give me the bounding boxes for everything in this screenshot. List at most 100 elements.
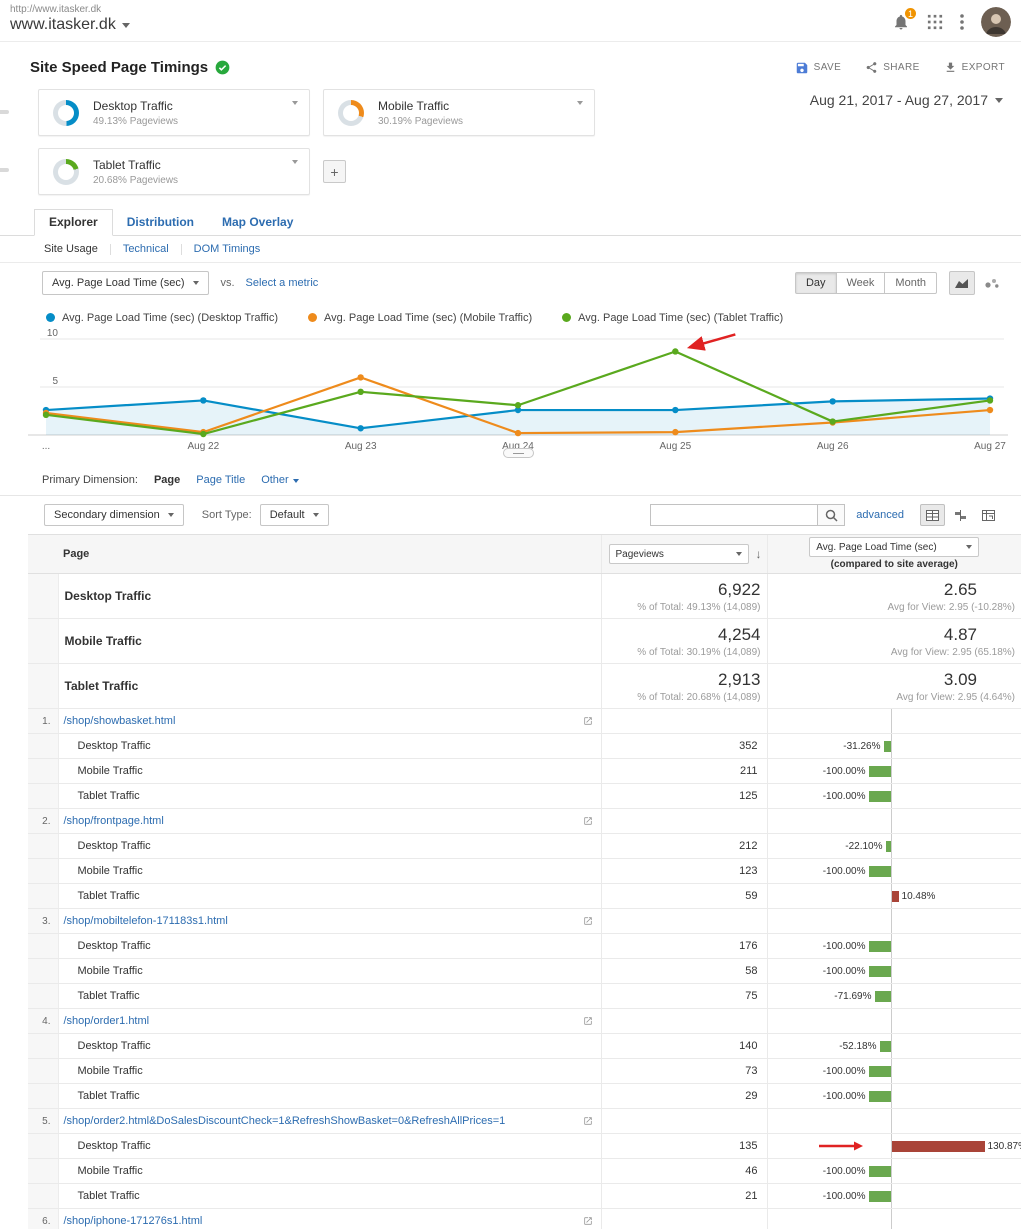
share-button[interactable]: SHARE [865, 61, 919, 75]
line-chart-view-button[interactable] [949, 271, 975, 295]
entry-segment-name: Desktop Traffic [58, 833, 602, 859]
chevron-down-icon[interactable] [292, 101, 298, 105]
summary-pageviews-subtext: % of Total: 30.19% (14,089) [637, 646, 761, 658]
summary-segment-name: Desktop Traffic [58, 573, 602, 619]
comparison-axis [890, 859, 892, 883]
metric-dropdown[interactable]: Avg. Page Load Time (sec) [42, 271, 210, 295]
advanced-search-link[interactable]: advanced [856, 509, 904, 521]
row-number-cell [28, 833, 59, 859]
tab-map-overlay[interactable]: Map Overlay [222, 215, 294, 229]
notifications-button[interactable]: 1 [892, 6, 918, 31]
entry-segment-name: Mobile Traffic [58, 958, 602, 984]
subtab-site-usage[interactable]: Site Usage [44, 243, 98, 255]
chart-range-handle[interactable] [503, 448, 534, 458]
comparison-bar-negative [868, 1190, 891, 1202]
account-selector[interactable]: www.itasker.dk [10, 16, 130, 34]
chart-holder: 5 10... Aug 22 Aug 23 Aug 24 Aug 25 Aug 26 Aug … [0, 325, 1021, 455]
open-in-new-icon[interactable] [583, 1216, 593, 1226]
segment-card-desktop-traffic[interactable]: Desktop Traffic 49.13% Pageviews [38, 89, 310, 136]
segment-subtitle: 20.68% Pageviews [93, 174, 179, 186]
comparison-axis [890, 1009, 892, 1033]
tab-explorer[interactable]: Explorer [34, 209, 113, 236]
primary-dimension-other[interactable]: Other [261, 474, 299, 486]
chevron-down-icon [193, 281, 200, 285]
open-in-new-icon[interactable] [583, 716, 593, 726]
comparison-cell [766, 908, 1021, 934]
page-link[interactable]: /shop/frontpage.html [63, 815, 164, 827]
comparison-axis [890, 1034, 892, 1058]
svg-text:5: 5 [52, 376, 58, 387]
entry-pageviews: 352 [600, 733, 768, 759]
entry-pageviews: 212 [600, 833, 768, 859]
open-in-new-icon[interactable] [583, 916, 593, 926]
comparison-bar-negative [868, 940, 891, 952]
granularity-month[interactable]: Month [884, 272, 937, 294]
page-link[interactable]: /shop/iphone-171276s1.html [63, 1215, 203, 1227]
add-segment-button[interactable]: + [323, 160, 346, 183]
segment-card-mobile-traffic[interactable]: Mobile Traffic 30.19% Pageviews [323, 89, 595, 136]
comparison-value: -100.00% [822, 1090, 866, 1102]
sort-type-button[interactable]: Default [259, 504, 329, 526]
subtab-technical[interactable]: Technical [122, 243, 169, 255]
primary-dimension-page-title[interactable]: Page Title [196, 474, 246, 486]
avatar[interactable] [981, 7, 1011, 37]
red-arrow-annotation [818, 1141, 863, 1151]
granularity-week[interactable]: Week [835, 272, 886, 294]
share-icon [866, 62, 877, 73]
page-link[interactable]: /shop/order1.html [63, 1015, 150, 1027]
overflow-menu-button[interactable] [960, 14, 964, 30]
pageviews-column-dropdown[interactable]: Pageviews [608, 544, 749, 564]
collapsed-panel-handle[interactable] [0, 168, 9, 172]
comparison-value: -100.00% [822, 765, 866, 777]
data-table-view-button[interactable] [920, 504, 945, 526]
select-metric-link[interactable]: Select a metric [245, 277, 319, 289]
search-button[interactable] [818, 504, 846, 526]
granularity-day[interactable]: Day [794, 272, 837, 294]
segment-sub-row: Tablet Traffic 59 10.48% [28, 883, 1021, 909]
secondary-dimension-button[interactable]: Secondary dimension [44, 504, 184, 526]
open-in-new-icon[interactable] [583, 1016, 593, 1026]
subtab-dom-timings[interactable]: DOM Timings [193, 243, 261, 255]
sort-descending-icon[interactable]: ↓ [755, 547, 762, 561]
comparison-axis [890, 984, 892, 1008]
search-input[interactable] [650, 504, 819, 526]
segment-card-tablet-traffic[interactable]: Tablet Traffic 20.68% Pageviews [38, 148, 310, 195]
comparison-view-button[interactable] [948, 504, 973, 526]
column-header-page[interactable]: Page [28, 534, 602, 574]
comparison-axis [890, 909, 892, 933]
export-button[interactable]: EXPORT [944, 61, 1005, 75]
save-button[interactable]: SAVE [795, 61, 842, 75]
tab-distribution[interactable]: Distribution [126, 215, 195, 229]
page-link[interactable]: /shop/showbasket.html [63, 715, 176, 727]
comparison-value: -100.00% [822, 1190, 866, 1202]
chevron-down-icon[interactable] [292, 160, 298, 164]
page-link[interactable]: /shop/mobiltelefon-171183s1.html [63, 915, 228, 927]
comparison-cell [766, 808, 1021, 834]
column-header-metric: Avg. Page Load Time (sec) (compared to s… [766, 534, 1021, 574]
motion-chart-view-button[interactable] [979, 271, 1005, 295]
entry-pageviews: 211 [600, 758, 768, 784]
page-row: 6. /shop/iphone-171276s1.html [28, 1208, 1021, 1229]
comparison-value: 130.87% [987, 1140, 1021, 1152]
pivot-view-button[interactable] [976, 504, 1001, 526]
primary-dimension-page[interactable]: Page [153, 474, 181, 486]
segment-name: Tablet Traffic [93, 157, 161, 172]
entry-pageviews: 21 [600, 1183, 768, 1209]
comparison-axis [890, 834, 892, 858]
page-link[interactable]: /shop/order2.html&DoSalesDiscountCheck=1… [63, 1115, 506, 1127]
summary-pageviews-value: 4,254 [717, 624, 761, 644]
chevron-down-icon[interactable] [577, 101, 583, 105]
segment-donut-icon [338, 99, 364, 126]
verified-check-icon [215, 60, 230, 75]
open-in-new-icon[interactable] [583, 1116, 593, 1126]
search-icon [825, 509, 838, 522]
entry-pageviews: 176 [600, 933, 768, 959]
date-range-selector[interactable]: Aug 21, 2017 - Aug 27, 2017 [810, 92, 1003, 108]
apps-grid-button[interactable] [927, 14, 943, 30]
sort-type-label: Sort Type: [201, 509, 252, 521]
collapsed-panel-handle[interactable] [0, 110, 9, 114]
open-in-new-icon[interactable] [583, 816, 593, 826]
metric-column-dropdown[interactable]: Avg. Page Load Time (sec) [809, 537, 980, 557]
comparison-cell: -100.00% [766, 1183, 1021, 1209]
entry-segment-name: Mobile Traffic [58, 1058, 602, 1084]
